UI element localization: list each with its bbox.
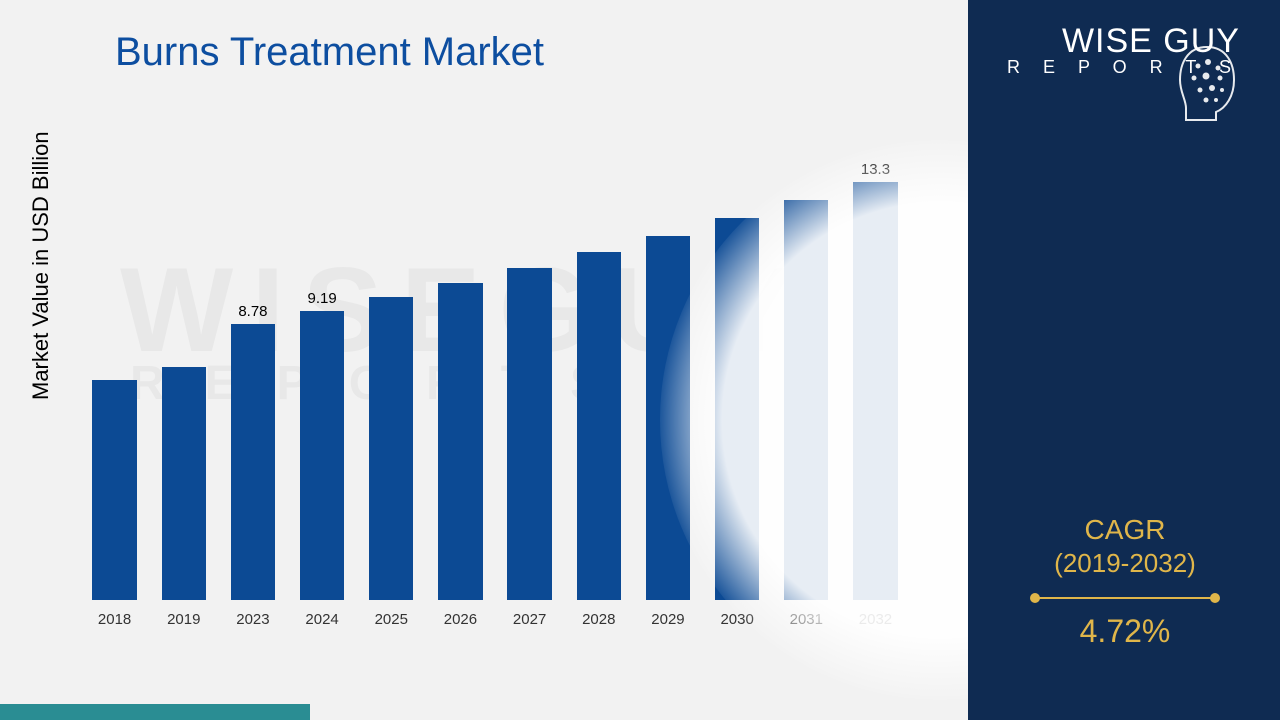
bar-slot: 2027 [495, 160, 564, 600]
bar [646, 236, 690, 600]
bar [300, 311, 344, 600]
x-tick-label: 2030 [720, 611, 753, 628]
bar [853, 182, 897, 600]
plot-area: 201820198.7820239.1920242025202620272028… [80, 160, 910, 600]
bar [231, 324, 275, 600]
bar-slot: 2031 [772, 160, 841, 600]
bar [162, 367, 206, 600]
x-tick-label: 2031 [790, 611, 823, 628]
x-tick-label: 2026 [444, 611, 477, 628]
bar-value-label: 9.19 [307, 290, 336, 307]
x-tick-label: 2023 [236, 611, 269, 628]
bar-slot: 2030 [703, 160, 772, 600]
x-tick-label: 2019 [167, 611, 200, 628]
bar-slot: 9.192024 [288, 160, 357, 600]
x-tick-label: 2025 [375, 611, 408, 628]
bar-slot: 2028 [564, 160, 633, 600]
bar-slot: 13.32032 [841, 160, 910, 600]
bar-slot: 2018 [80, 160, 149, 600]
bar [92, 380, 136, 600]
cagr-value: 4.72% [1010, 613, 1240, 650]
bar [715, 218, 759, 600]
bar [577, 252, 621, 600]
bar [507, 268, 551, 600]
x-tick-label: 2032 [859, 611, 892, 628]
cagr-label: CAGR [1010, 514, 1240, 546]
accent-bar [0, 704, 310, 720]
x-tick-label: 2028 [582, 611, 615, 628]
bar-value-label: 8.78 [238, 303, 267, 320]
x-tick-label: 2024 [305, 611, 338, 628]
bar [784, 200, 828, 600]
y-axis-label: Market Value in USD Billion [28, 131, 54, 400]
bar-slot: 2019 [149, 160, 218, 600]
bar [438, 283, 482, 600]
x-tick-label: 2029 [651, 611, 684, 628]
cagr-divider [1035, 597, 1215, 599]
cagr-block: CAGR (2019-2032) 4.72% [1010, 514, 1240, 650]
bar-slot: 2029 [633, 160, 702, 600]
bar [369, 297, 413, 600]
bar-slot: 2026 [426, 160, 495, 600]
bar-slot: 8.782023 [218, 160, 287, 600]
brand-logo: WISE GUY R E P O R T S [1007, 22, 1240, 78]
right-panel: WISE GUY R E P O R T S CAGR (2019-2032) … [968, 0, 1280, 720]
head-icon [1172, 42, 1242, 122]
chart-title: Burns Treatment Market [115, 30, 544, 75]
x-tick-label: 2018 [98, 611, 131, 628]
cagr-range: (2019-2032) [1010, 548, 1240, 579]
bar-value-label: 13.3 [861, 161, 890, 178]
bar-chart: 201820198.7820239.1920242025202620272028… [80, 160, 910, 640]
x-tick-label: 2027 [513, 611, 546, 628]
bar-slot: 2025 [357, 160, 426, 600]
chart-canvas: WISEGUYREPORTS Burns Treatment Market Ma… [0, 0, 1280, 720]
